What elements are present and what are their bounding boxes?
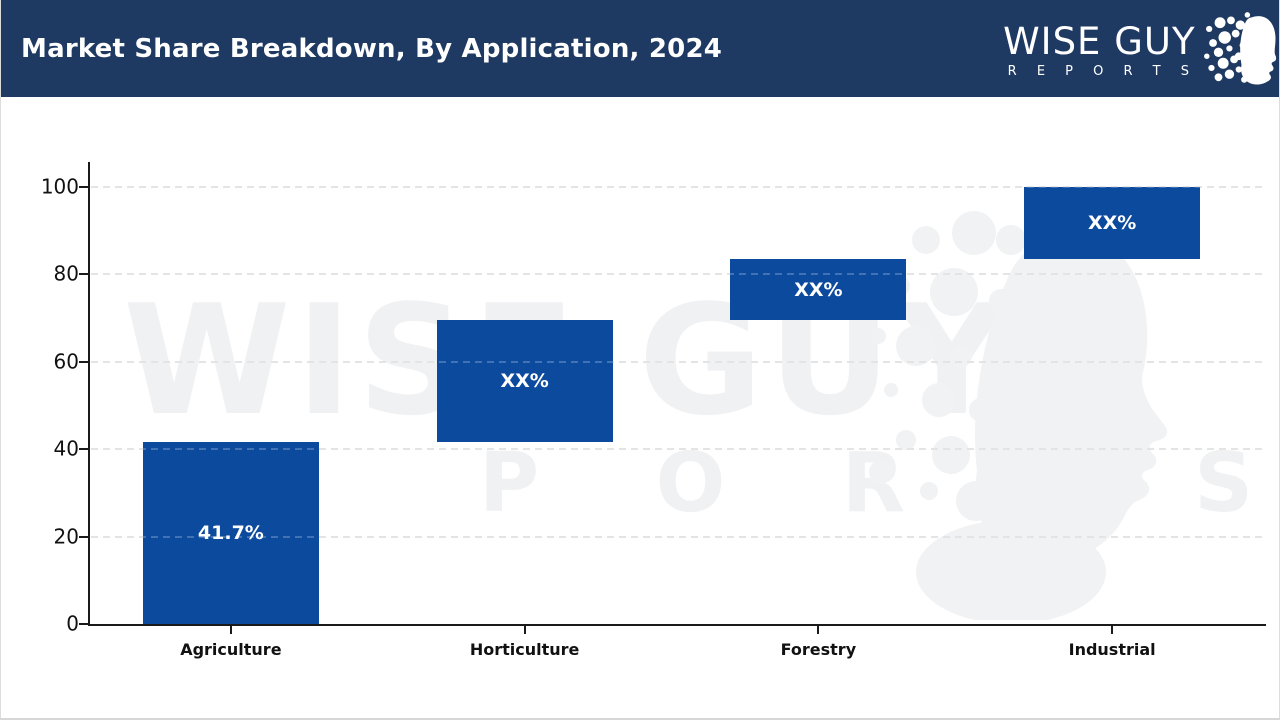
x-axis-line [88,624,1266,626]
x-category-label: Horticulture [469,640,580,659]
x-tick-mark [523,626,526,634]
bar-value-label: 41.7% [197,521,264,544]
grid-line-overlay [91,535,1266,538]
x-tick-mark [817,626,820,634]
chart-title: Market Share Breakdown, By Application, … [21,33,723,64]
y-tick-label: 20 [53,524,79,549]
y-axis-line [88,162,90,626]
bar-value-label: XX% [500,369,549,392]
x-tick-mark [229,626,232,634]
grid-line-overlay [91,185,1266,188]
grid-line [91,448,1266,450]
logo-brand-text: WISE GUY [1003,19,1196,63]
y-tick-mark [79,273,88,275]
y-tick-label: 80 [53,261,79,286]
bar-industrial [1024,186,1201,260]
header-bar: Market Share Breakdown, By Application, … [1,0,1279,97]
y-tick-mark [79,185,88,188]
grid-line [91,535,1266,538]
bar-horticulture [436,320,613,442]
bar-value-label: XX% [1087,211,1137,234]
y-tick-mark [79,448,88,450]
wiseguy-logo: WISE GUY R E P O R T S [1002,6,1277,94]
bar-forestry [730,259,907,321]
wiseguy-logo-text: WISE GUY R E P O R T S [1002,23,1197,78]
y-tick-mark [79,535,88,538]
x-tick-mark [1111,626,1114,634]
y-tick-label: 0 [66,611,79,636]
x-category-label: Agriculture [180,640,282,659]
y-tick-label: 40 [53,436,79,461]
grid-line [91,185,1266,188]
y-tick-mark [79,623,88,625]
logo-reports-text: R E P O R T S [1007,63,1197,79]
x-category-label: Industrial [1068,640,1156,659]
y-tick-label: 100 [40,174,79,199]
y-tick-label: 60 [53,349,79,374]
wiseguy-face-watermark-icon [869,211,1168,620]
grid-line-overlay [91,360,1266,363]
grid-line-overlay [91,273,1266,275]
x-category-label: Forestry [780,640,857,659]
y-tick-mark [79,360,88,363]
wiseguy-face-logo-icon [1204,12,1277,85]
grid-line [91,273,1266,275]
grid-line-overlay [91,448,1266,450]
bar-agriculture [142,441,319,624]
bar-value-label: XX% [794,278,843,301]
grid-line [91,360,1266,363]
